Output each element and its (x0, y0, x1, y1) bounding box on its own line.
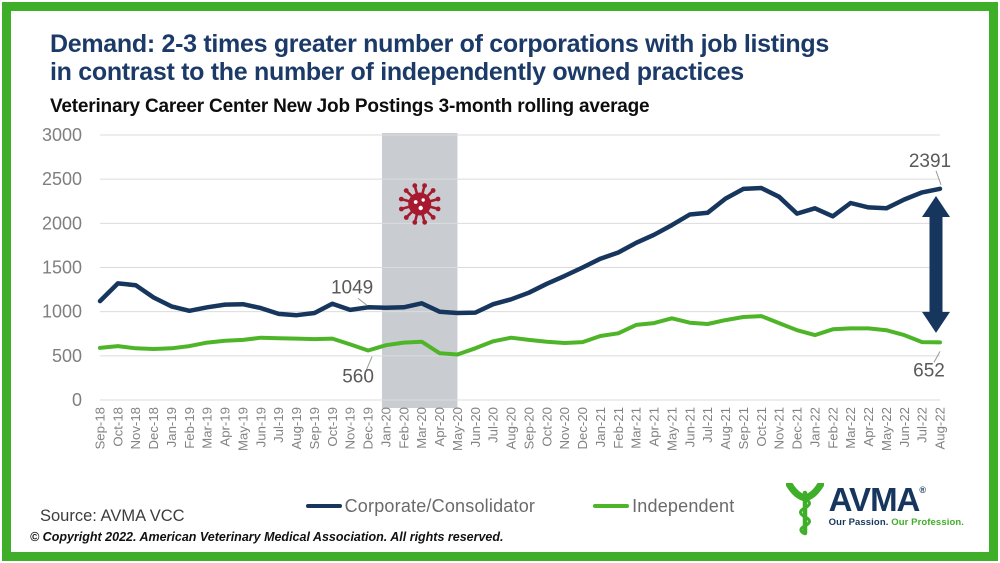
x-axis-label: Jun-21 (682, 407, 697, 447)
y-axis-label: 0 (72, 390, 82, 410)
x-axis-label: Jul-19 (271, 407, 286, 443)
virus-icon (398, 183, 441, 225)
caduceus-icon (785, 480, 825, 542)
x-axis-label: Feb-22 (825, 407, 840, 449)
title-line-1: Demand: 2-3 times greater number of corp… (50, 30, 829, 58)
x-axis-label: Nov-21 (772, 407, 787, 450)
annotation-1049: 1049 (331, 277, 373, 298)
x-axis-label: May-19 (235, 407, 250, 451)
legend-label-independent: Independent (632, 495, 735, 516)
x-axis-label: Jun-19 (253, 407, 268, 447)
corporate-line (97, 185, 943, 318)
annotation-leader (357, 297, 368, 306)
legend-item-independent: Independent (593, 496, 734, 517)
chart-legend: Corporate/Consolidator Independent (100, 493, 940, 519)
y-axis-label: 2500 (42, 169, 82, 189)
x-axis-label: Mar-22 (843, 407, 858, 449)
y-axis-label: 1500 (42, 258, 82, 278)
title-line-2: in contrast to the number of independent… (50, 58, 744, 86)
x-axis-label: Aug-22 (933, 407, 948, 450)
x-axis-label: Jul-21 (700, 407, 715, 443)
x-axis-label: Apr-21 (647, 407, 662, 447)
x-axis-label: Aug-20 (504, 407, 519, 450)
x-axis-label: Feb-20 (396, 407, 411, 449)
x-axis-label: Apr-19 (218, 407, 233, 447)
copyright-note: © Copyright 2022. American Veterinary Me… (30, 530, 504, 544)
x-axis-label: Nov-18 (128, 407, 143, 450)
source-note: Source: AVMA VCC (40, 507, 185, 525)
x-axis-label: Jun-22 (897, 407, 912, 447)
x-axis-label: May-21 (664, 407, 679, 451)
x-axis-label: Jan-20 (378, 407, 393, 447)
chart-subtitle: Veterinary Career Center New Job Posting… (50, 96, 650, 117)
x-axis-label: Sep-18 (93, 407, 108, 450)
x-axis-label: Jul-20 (486, 407, 501, 443)
annotation-leader (935, 170, 942, 185)
x-axis-label: May-20 (450, 407, 465, 451)
annotation-2391: 2391 (909, 151, 951, 172)
x-axis-label: Sep-20 (521, 407, 536, 450)
x-axis-label: Apr-22 (861, 407, 876, 447)
x-axis-label: Sep-19 (307, 407, 322, 450)
x-axis-label: Mar-21 (629, 407, 644, 449)
x-axis-label: Dec-20 (575, 407, 590, 450)
x-axis-label: Apr-20 (432, 407, 447, 447)
x-axis-label: Oct-19 (325, 407, 340, 447)
x-axis-label: Jul-22 (915, 407, 930, 443)
annotation-leader (933, 351, 941, 363)
x-axis-label: Dec-18 (146, 407, 161, 450)
x-axis-label: Nov-20 (557, 407, 572, 450)
x-axis-label: Mar-19 (200, 407, 215, 449)
avma-logo-text: AVMA® Our Passion. Our Profession. (829, 483, 964, 528)
x-axis-label: Oct-18 (110, 407, 125, 447)
page-title: Demand: 2-3 times greater number of corp… (50, 30, 960, 86)
avma-tagline: Our Passion. Our Profession. (828, 517, 964, 528)
y-axis-label: 1000 (42, 302, 82, 322)
x-axis-label: Sep-21 (736, 407, 751, 450)
x-axis-label: Dec-19 (361, 407, 376, 450)
x-axis-label: May-22 (879, 407, 894, 451)
x-axis-label: Feb-21 (611, 407, 626, 449)
independent-line-swatch (593, 503, 630, 509)
y-axis-label: 2000 (42, 213, 82, 233)
x-axis-label: Mar-20 (414, 407, 429, 449)
x-axis-label: Aug-21 (718, 407, 733, 450)
avma-wordmark: AVMA® (828, 481, 927, 518)
avma-logo: AVMA® Our Passion. Our Profession. (785, 480, 964, 542)
x-axis-label: Jan-21 (593, 407, 608, 447)
x-axis-label: Oct-20 (539, 407, 554, 447)
x-axis-label: Jun-20 (468, 407, 483, 447)
legend-label-corporate: Corporate/Consolidator (344, 495, 536, 516)
x-axis-label: Dec-21 (790, 407, 805, 450)
x-axis-label: Jan-19 (164, 407, 179, 447)
x-axis-label: Aug-19 (289, 407, 304, 450)
corporate-line-swatch (305, 503, 342, 509)
x-axis-label: Oct-21 (754, 407, 769, 447)
legend-item-corporate: Corporate/Consolidator (305, 495, 536, 517)
covid-band (381, 133, 458, 408)
x-axis-label: Jan-22 (807, 407, 822, 447)
independent-line (98, 314, 942, 357)
registered-mark: ® (919, 485, 927, 495)
annotation-652: 652 (913, 360, 945, 381)
y-axis-label: 500 (52, 346, 82, 366)
x-axis-label: Feb-19 (182, 407, 197, 449)
y-axis-label: 3000 (42, 125, 82, 145)
annotation-560: 560 (342, 367, 374, 388)
x-axis-label: Nov-19 (343, 407, 358, 450)
gap-arrow (922, 195, 950, 333)
annotation-leader (365, 356, 373, 371)
